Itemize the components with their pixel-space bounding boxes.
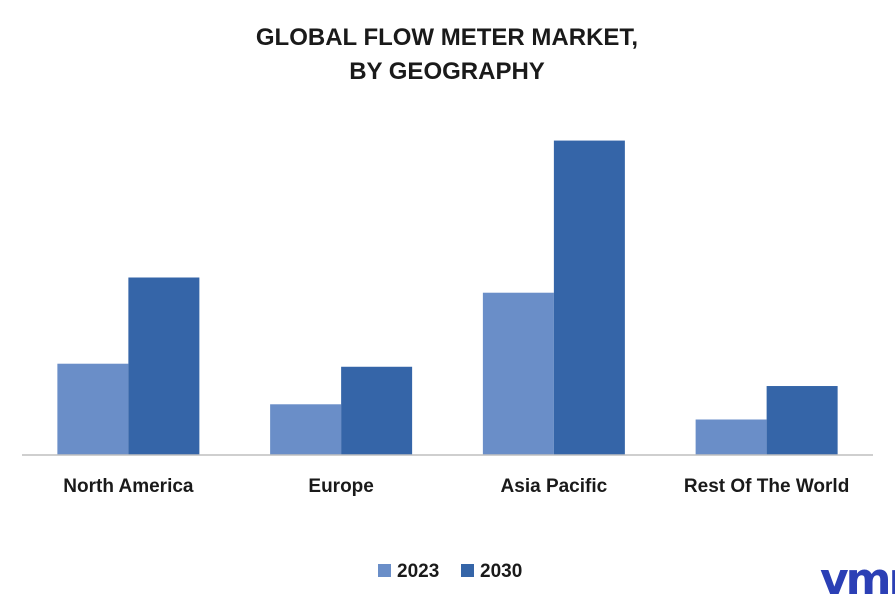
vmr-logo: vmr <box>820 554 895 605</box>
legend-label-2030: 2030 <box>480 561 522 582</box>
legend-swatch-2023 <box>378 564 391 577</box>
legend-label-2023: 2023 <box>397 561 439 582</box>
chart-title-line-2: BY GEOGRAPHY <box>349 58 545 85</box>
legend-swatch-2030 <box>461 564 474 577</box>
chart-title-line-1: GLOBAL FLOW METER MARKET, <box>256 24 638 51</box>
bars <box>57 140 838 456</box>
x-tick-label-asia-pacific: Asia Pacific <box>501 476 608 497</box>
bar-rest-of-the-world-2023 <box>695 419 767 455</box>
x-tick-label-north-america: North America <box>63 476 194 497</box>
x-tick-label-europe: Europe <box>308 476 373 497</box>
bar-rest-of-the-world-2030 <box>766 386 838 455</box>
x-tick-labels: North America Europe Asia Pacific Rest Of T… <box>63 476 849 497</box>
bar-europe-2023 <box>270 404 342 455</box>
legend: 2023 2030 <box>378 561 522 582</box>
bar-asia-pacific-2023 <box>482 292 554 455</box>
bar-north-america-2030 <box>128 277 200 455</box>
bar-north-america-2023 <box>57 363 129 455</box>
bar-asia-pacific-2030 <box>553 140 625 456</box>
x-tick-label-rest-of-the-world: Rest Of The World <box>684 476 849 497</box>
bar-europe-2030 <box>341 366 413 455</box>
